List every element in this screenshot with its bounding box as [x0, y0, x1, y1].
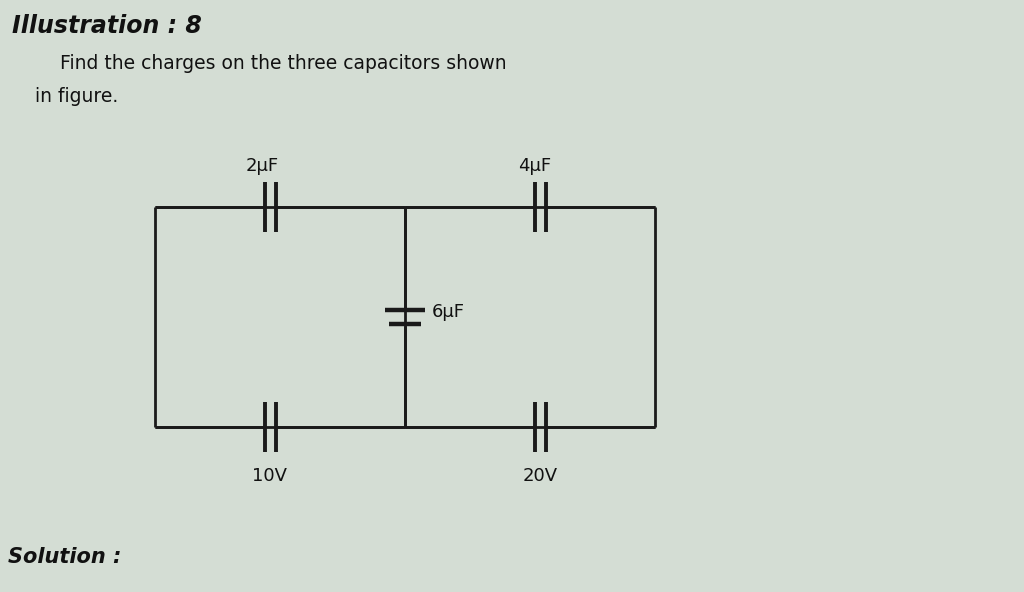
Text: 2μF: 2μF: [246, 157, 279, 175]
Text: Find the charges on the three capacitors shown: Find the charges on the three capacitors…: [60, 54, 507, 73]
Text: Illustration : 8: Illustration : 8: [12, 14, 202, 38]
Text: in figure.: in figure.: [35, 87, 118, 106]
Text: Solution :: Solution :: [8, 547, 122, 567]
Text: 6μF: 6μF: [432, 303, 465, 321]
Text: 20V: 20V: [522, 467, 557, 485]
Text: 10V: 10V: [253, 467, 288, 485]
Text: 4μF: 4μF: [518, 157, 552, 175]
